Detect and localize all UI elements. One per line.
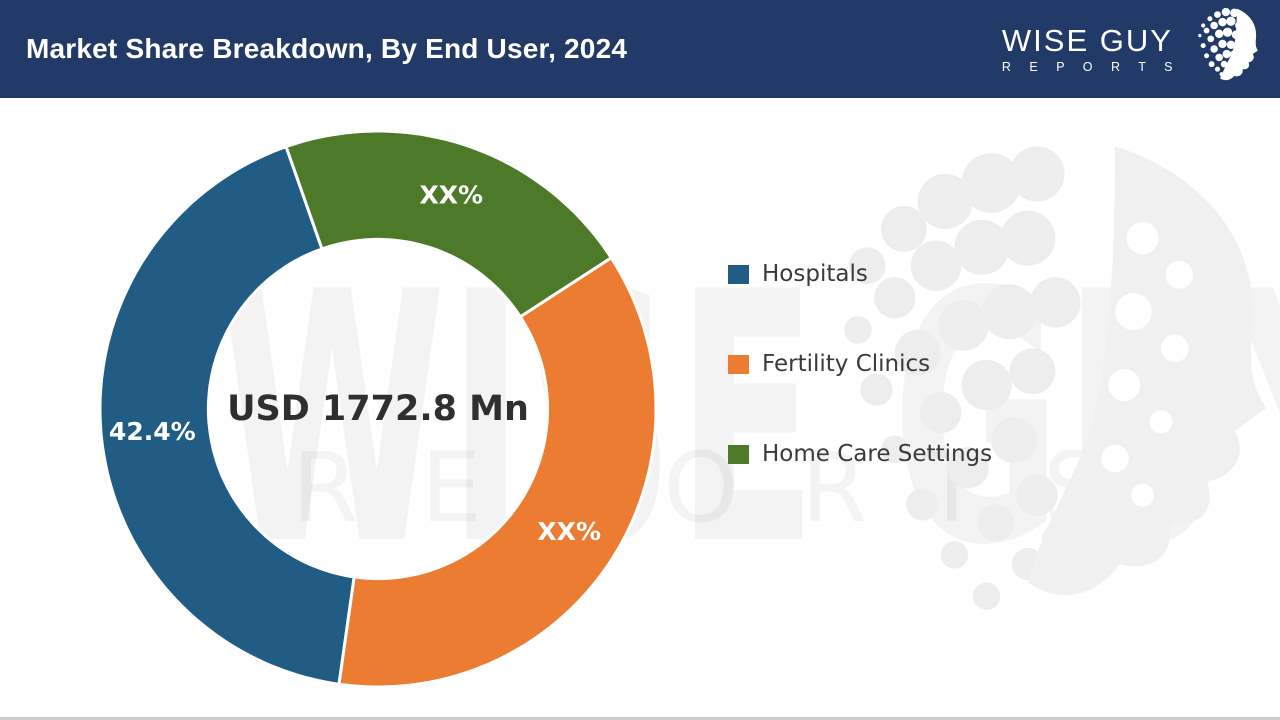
- donut-chart: 42.4% XX% XX%: [98, 129, 658, 689]
- legend-item-fertility-clinics[interactable]: Fertility Clinics: [728, 351, 992, 377]
- legend: Hospitals Fertility Clinics Home Care Se…: [728, 261, 992, 531]
- logo-wordmark-block: WISE GUY R E P O R T S: [1002, 25, 1180, 74]
- logo-head-dots: [1198, 7, 1246, 77]
- legend-swatch-fertility-clinics: [728, 354, 749, 374]
- logo-face-profile: [1220, 8, 1258, 81]
- donut-slice-fertility-clinics[interactable]: [337, 256, 658, 689]
- logo-head-icon: [1198, 7, 1258, 81]
- logo-subtext: R E P O R T S: [1001, 59, 1180, 74]
- slice-label-home-care-settings: XX%: [419, 180, 483, 209]
- wise-guy-logo: WISE GUY R E P O R T S: [1002, 7, 1262, 91]
- slice-label-fertility-clinics: XX%: [537, 517, 601, 546]
- watermark-head-inner-dots: [1101, 222, 1194, 507]
- watermark-face-profile: [1027, 146, 1267, 596]
- legend-swatch-home-care-settings: [728, 444, 749, 464]
- donut-slice-home-care-settings[interactable]: [284, 129, 613, 319]
- legend-label-fertility-clinics: Fertility Clinics: [762, 350, 931, 377]
- legend-item-home-care-settings[interactable]: Home Care Settings: [728, 441, 992, 467]
- header-bar: Market Share Breakdown, By End User, 202…: [0, 0, 1280, 98]
- slice-label-hospitals: 42.4%: [109, 417, 196, 446]
- donut-center-value: USD 1772.8 Mn: [227, 389, 529, 429]
- logo-wordmark: WISE GUY: [1001, 22, 1173, 58]
- legend-label-hospitals: Hospitals: [762, 260, 868, 287]
- legend-label-home-care-settings: Home Care Settings: [762, 440, 993, 467]
- legend-swatch-hospitals: [728, 264, 749, 284]
- watermark-head-icon: [844, 146, 1267, 610]
- chart-title: Market Share Breakdown, By End User, 202…: [26, 33, 628, 64]
- legend-item-hospitals[interactable]: Hospitals: [728, 261, 992, 287]
